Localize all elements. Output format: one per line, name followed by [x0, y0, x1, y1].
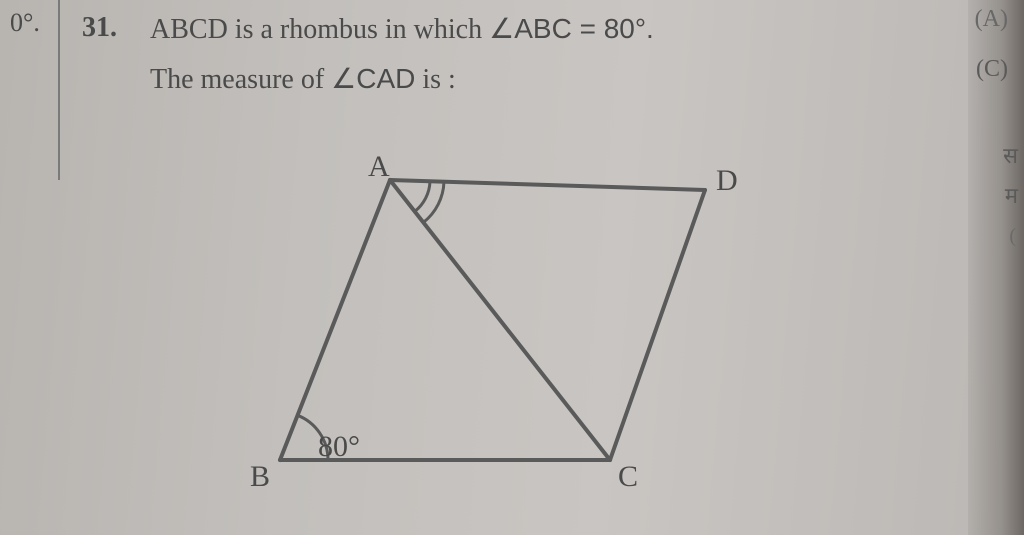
option-c-label: (C) — [976, 56, 1008, 83]
question-line-2: The measure of ∠CAD is : — [150, 62, 456, 96]
q-line2-angle: ∠CAD — [331, 63, 415, 94]
side-text-2: म — [1005, 180, 1018, 210]
q-line1-pre: ABCD is a rhombus in which — [150, 14, 489, 45]
page-curl: (A) (C) स म ( — [968, 0, 1024, 535]
page: 0°. 31. ABCD is a rhombus in which ∠ABC … — [0, 0, 1024, 535]
vertical-divider — [58, 0, 60, 180]
question-line-1: ABCD is a rhombus in which ∠ABC = 80°. — [150, 12, 654, 46]
left-margin-text: 0°. — [10, 8, 40, 38]
q-line1-angle: ∠ABC = 80°. — [489, 13, 654, 44]
svg-text:D: D — [716, 164, 738, 197]
svg-text:80°: 80° — [318, 430, 360, 463]
svg-text:A: A — [368, 150, 390, 183]
q-line2-post: is : — [415, 64, 455, 95]
side-text-1: स — [1003, 140, 1018, 170]
svg-text:B: B — [250, 460, 270, 493]
question-number: 31. — [82, 12, 117, 44]
option-a-label: (A) — [975, 6, 1008, 33]
q-line2-pre: The measure of — [150, 64, 331, 95]
svg-text:C: C — [618, 460, 638, 493]
left-margin: 0°. — [0, 0, 60, 535]
rhombus-figure: A B C D 80° — [210, 140, 770, 500]
side-text-3: ( — [1009, 225, 1016, 248]
